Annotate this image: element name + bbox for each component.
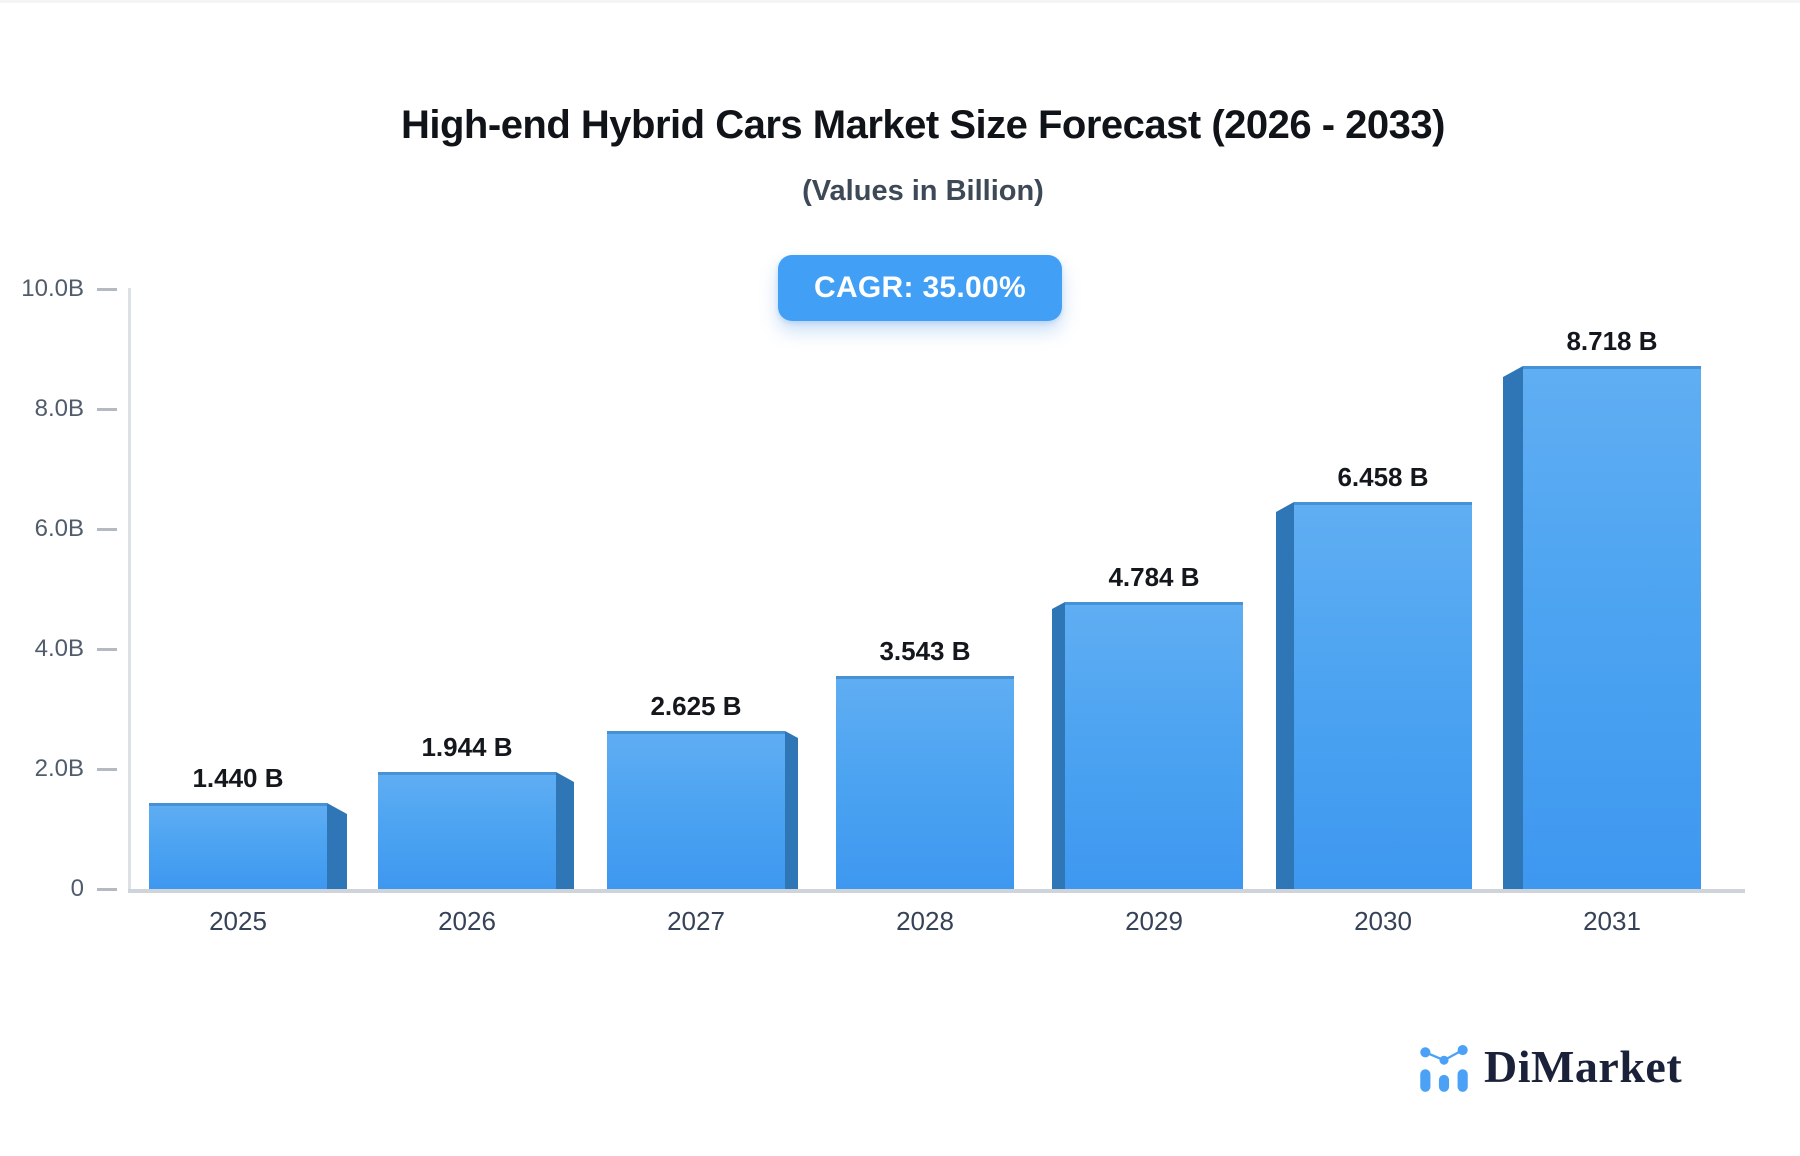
y-tick-label: 8.0B [34,395,84,422]
x-tick-label-2028: 2028 [896,906,954,936]
y-tick-dash [97,288,117,291]
cagr-badge: CAGR: 35.00% [777,255,1063,321]
bar-value-label: 6.458 B [1337,462,1429,492]
bar-value-label: 2.625 B [650,691,742,721]
bar-2025 [149,803,327,889]
bar-value-label: 1.944 B [421,732,513,762]
bar-chart-logo-icon [1420,1044,1468,1092]
y-tick-label: 2.0B [34,755,84,782]
bar-side-3d [1052,602,1065,889]
bar-value-label: 3.543 B [879,636,971,666]
x-tick-label-2025: 2025 [209,906,267,936]
bar-side-3d [1276,502,1294,889]
y-tick-label: 4.0B [34,635,84,662]
x-axis-line [128,889,1745,893]
bar-side-3d [1503,366,1523,889]
y-tick-dash [97,888,117,891]
bar-value-label: 1.440 B [192,763,284,793]
bar-value-label: 8.718 B [1566,326,1658,356]
x-tick-label-2029: 2029 [1125,906,1183,936]
y-tick-dash [97,408,117,411]
bar-2029 [1065,602,1243,889]
bar-side-3d [785,731,798,889]
x-tick-label-2030: 2030 [1354,906,1412,936]
x-tick-label-2026: 2026 [438,906,496,936]
y-tick-dash [97,648,117,651]
chart-subtitle: (Values in Billion) [802,175,1044,207]
bar-value-label: 4.784 B [1108,562,1200,592]
bar-side-3d [327,803,347,889]
x-tick-label-2027: 2027 [667,906,725,936]
y-tick-label: 10.0B [21,275,84,302]
y-tick-label: 6.0B [34,515,84,542]
y-tick-dash [97,768,117,771]
y-tick-label: 0 [70,875,84,902]
chart-title: High-end Hybrid Cars Market Size Forecas… [401,103,1445,147]
bar-2031 [1523,366,1701,889]
x-tick-label-2031: 2031 [1583,906,1641,936]
bar-side-3d [556,772,574,889]
bar-2030 [1294,502,1472,889]
brand-logo: DiMarket [1418,1041,1682,1093]
bar-2028 [836,676,1014,889]
y-tick-dash [97,528,117,531]
bar-2027 [607,731,785,889]
brand-logo-text: DiMarket [1484,1041,1683,1092]
y-axis-line [128,288,131,893]
bar-2026 [378,772,556,889]
